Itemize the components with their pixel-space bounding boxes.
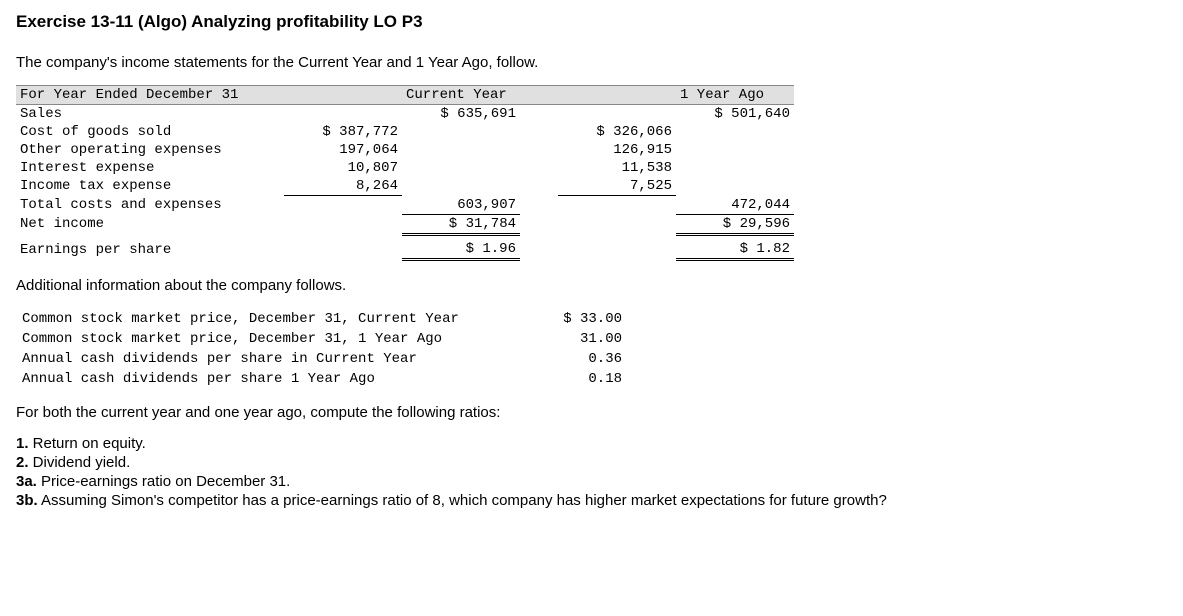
addl-r2-val: 31.00 — [538, 330, 626, 348]
question-1: 1. Return on equity. — [16, 435, 1167, 452]
question-3b: 3b. Assuming Simon's competitor has a pr… — [16, 492, 1167, 509]
addl-r4-val: 0.18 — [538, 370, 626, 388]
addl-r1-label: Common stock market price, December 31, … — [18, 310, 536, 328]
table-header-row: For Year Ended December 31 Current Year … — [16, 86, 794, 105]
row-eps: Earnings per share $ 1.96 $ 1.82 — [16, 240, 794, 260]
opex-current: 197,064 — [284, 141, 402, 159]
tax-prior: 7,525 — [558, 177, 676, 196]
tax-label: Income tax expense — [16, 177, 284, 196]
period-label: For Year Ended December 31 — [16, 86, 284, 105]
opex-label: Other operating expenses — [16, 141, 284, 159]
tax-current: 8,264 — [284, 177, 402, 196]
ni-label: Net income — [16, 214, 284, 234]
q3a-num: 3a. — [16, 473, 37, 490]
addl-r3-val: 0.36 — [538, 350, 626, 368]
q3a-text: Price-earnings ratio on December 31. — [37, 473, 290, 490]
q3b-text: Assuming Simon's competitor has a price-… — [38, 492, 887, 509]
ni-prior: $ 29,596 — [676, 214, 794, 234]
row-cogs: Cost of goods sold $ 387,772 $ 326,066 — [16, 123, 794, 141]
int-label: Interest expense — [16, 159, 284, 177]
cogs-current: $ 387,772 — [284, 123, 402, 141]
additional-info-table: Common stock market price, December 31, … — [16, 308, 628, 390]
q2-text: Dividend yield. — [29, 454, 131, 471]
col-prior-year: 1 Year Ago — [676, 86, 794, 105]
col-current-year: Current Year — [402, 86, 520, 105]
total-current: 603,907 — [402, 196, 520, 215]
row-opex: Other operating expenses 197,064 126,915 — [16, 141, 794, 159]
addl-row-4: Annual cash dividends per share 1 Year A… — [18, 370, 626, 388]
instructions-text: For both the current year and one year a… — [16, 404, 1167, 421]
addl-row-3: Annual cash dividends per share in Curre… — [18, 350, 626, 368]
addl-r2-label: Common stock market price, December 31, … — [18, 330, 536, 348]
total-prior: 472,044 — [676, 196, 794, 215]
q3b-num: 3b. — [16, 492, 38, 509]
cogs-label: Cost of goods sold — [16, 123, 284, 141]
q1-num: 1. — [16, 435, 29, 452]
total-label: Total costs and expenses — [16, 196, 284, 215]
question-3a: 3a. Price-earnings ratio on December 31. — [16, 473, 1167, 490]
sales-current: $ 635,691 — [402, 105, 520, 124]
row-total-costs: Total costs and expenses 603,907 472,044 — [16, 196, 794, 215]
row-net-income: Net income $ 31,784 $ 29,596 — [16, 214, 794, 234]
addl-row-2: Common stock market price, December 31, … — [18, 330, 626, 348]
row-interest: Interest expense 10,807 11,538 — [16, 159, 794, 177]
addl-row-1: Common stock market price, December 31, … — [18, 310, 626, 328]
row-tax: Income tax expense 8,264 7,525 — [16, 177, 794, 196]
eps-prior: $ 1.82 — [676, 240, 794, 260]
q2-num: 2. — [16, 454, 29, 471]
eps-current: $ 1.96 — [402, 240, 520, 260]
exercise-title: Exercise 13-11 (Algo) Analyzing profitab… — [16, 12, 1167, 32]
cogs-prior: $ 326,066 — [558, 123, 676, 141]
sales-label: Sales — [16, 105, 284, 124]
additional-info-header: Additional information about the company… — [16, 277, 1167, 294]
int-current: 10,807 — [284, 159, 402, 177]
row-sales: Sales $ 635,691 $ 501,640 — [16, 105, 794, 124]
addl-r1-val: $ 33.00 — [538, 310, 626, 328]
ni-current: $ 31,784 — [402, 214, 520, 234]
int-prior: 11,538 — [558, 159, 676, 177]
income-statement-table: For Year Ended December 31 Current Year … — [16, 85, 794, 261]
addl-r3-label: Annual cash dividends per share in Curre… — [18, 350, 536, 368]
eps-label: Earnings per share — [16, 240, 284, 260]
opex-prior: 126,915 — [558, 141, 676, 159]
sales-prior: $ 501,640 — [676, 105, 794, 124]
question-2: 2. Dividend yield. — [16, 454, 1167, 471]
intro-text: The company's income statements for the … — [16, 54, 1167, 71]
q1-text: Return on equity. — [29, 435, 146, 452]
addl-r4-label: Annual cash dividends per share 1 Year A… — [18, 370, 536, 388]
